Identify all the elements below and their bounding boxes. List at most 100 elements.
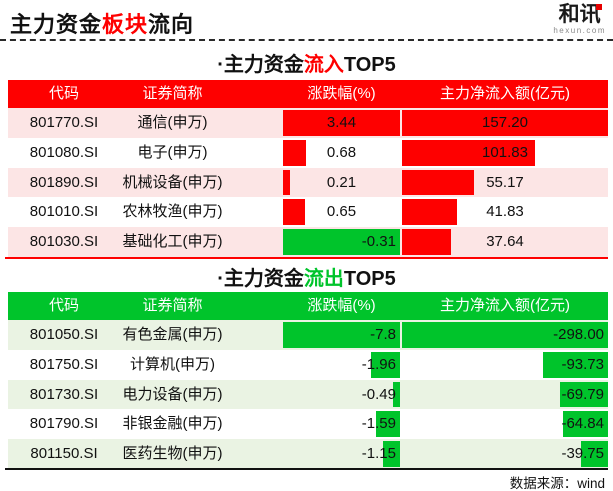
stock-code: 801750.SI — [29, 355, 99, 373]
change-pct-cell: 0.21 — [283, 168, 400, 198]
net-inflow-cell: 55.17 — [402, 168, 608, 198]
column-header-name: 证券简称 — [142, 297, 203, 314]
change-pct-bar — [283, 229, 400, 255]
change-pct-bar — [283, 199, 306, 226]
net-inflow-bar — [402, 322, 608, 348]
inflow-table-header: 代码 证券简称 涨跌幅(%) 主力净流入额(亿元) — [8, 80, 608, 108]
change-pct-cell: 3.44 — [283, 108, 400, 138]
stock-code: 801050.SI — [29, 326, 99, 343]
table-row: 801010.SI 农林牧渔(申万) 0.65 41.83 — [8, 197, 608, 227]
change-pct-cell: -1.96 — [283, 350, 400, 380]
net-inflow-bar — [580, 441, 608, 467]
net-inflow-value: -39.75 — [561, 445, 604, 463]
hexun-logo-text: 和讯 — [559, 3, 602, 25]
inflow-section-title: ·主力资金流入TOP5 — [0, 48, 613, 77]
net-inflow-cell: 37.64 — [402, 227, 608, 257]
row-spacer — [225, 138, 283, 168]
row-spacer — [225, 108, 283, 138]
net-inflow-cell: -39.75 — [402, 439, 608, 469]
row-spacer — [225, 320, 283, 350]
table-row: 801790.SI 非银金融(申万) -1.59 -64.84 — [8, 409, 608, 439]
table-row: 801080.SI 电子(申万) 0.68 101.83 — [8, 138, 608, 168]
sector-name: 非银金融(申万) — [122, 415, 223, 433]
net-inflow-bar — [543, 351, 608, 378]
page-title-suffix: 流向 — [148, 12, 195, 37]
outflow-title-suffix: TOP5 — [343, 268, 396, 290]
outflow-section-title: ·主力资金流出TOP5 — [0, 262, 613, 291]
sector-name: 医药生物(申万) — [122, 445, 223, 463]
table-row: 801770.SI 通信(申万) 3.44 157.20 — [8, 108, 608, 138]
net-inflow-cell: 41.83 — [402, 197, 608, 227]
change-pct-cell: -7.8 — [283, 320, 400, 350]
row-spacer — [225, 439, 283, 469]
net-inflow-cell: -64.84 — [402, 409, 608, 439]
change-pct-value: -0.31 — [361, 233, 396, 251]
sector-name: 基础化工(申万) — [122, 233, 223, 251]
table-row: 801030.SI 基础化工(申万) -0.31 37.64 — [8, 227, 608, 257]
change-pct-bar — [370, 351, 400, 378]
stock-code: 801730.SI — [29, 385, 99, 403]
row-spacer — [225, 350, 283, 380]
table-row: 801750.SI 计算机(申万) -1.96 -93.73 — [8, 350, 608, 380]
page-title-highlight: 板块 — [102, 12, 149, 37]
hexun-logo: 和讯 hexun.com — [553, 3, 606, 36]
inflow-title-highlight: 流入 — [303, 54, 344, 76]
stock-code: 801010.SI — [29, 203, 99, 221]
column-header-code: 代码 — [48, 85, 79, 102]
top-header-bar: 主力资金板块流向 和讯 hexun.com — [0, 0, 613, 41]
outflow-title-highlight: 流出 — [303, 268, 344, 290]
stock-code: 801150.SI — [30, 445, 98, 463]
footer-divider-line — [5, 468, 608, 470]
net-inflow-value: -69.79 — [561, 385, 604, 403]
sector-name: 通信(申万) — [137, 114, 208, 131]
net-inflow-bar — [402, 229, 452, 255]
net-inflow-value: 37.64 — [486, 233, 524, 251]
stock-code: 801080.SI — [29, 143, 99, 161]
sector-name: 有色金属(申万) — [122, 326, 223, 343]
sector-name: 机械设备(申万) — [122, 173, 223, 191]
sector-name: 电子(申万) — [137, 143, 208, 161]
change-pct-cell: 0.65 — [283, 197, 400, 227]
sector-name: 电力设备(申万) — [122, 385, 223, 403]
hexun-logo-red-dot-icon — [595, 4, 602, 10]
change-pct-cell: -0.31 — [283, 227, 400, 257]
change-pct-value: 0.21 — [326, 173, 357, 191]
change-pct-value: -0.49 — [361, 385, 396, 403]
change-pct-cell: -1.15 — [283, 439, 400, 469]
change-pct-value: 0.65 — [326, 203, 357, 221]
hexun-logo-domain: hexun.com — [553, 26, 606, 35]
change-pct-value: 3.44 — [326, 114, 357, 131]
change-pct-value: -7.8 — [370, 326, 396, 343]
net-inflow-value: 101.83 — [482, 143, 528, 161]
change-pct-cell: 0.68 — [283, 138, 400, 168]
net-inflow-value: 157.20 — [482, 114, 528, 131]
net-inflow-value: -64.84 — [561, 415, 604, 433]
change-pct-value: 0.68 — [326, 143, 357, 161]
net-inflow-cell: -69.79 — [402, 380, 608, 410]
row-spacer — [225, 409, 283, 439]
net-inflow-bar — [559, 381, 608, 408]
table-row: 801890.SI 机械设备(申万) 0.21 55.17 — [8, 167, 608, 198]
change-pct-bar — [283, 322, 400, 348]
column-header-amount: 主力净流入额(亿元) — [440, 297, 570, 314]
page-title: 主力资金板块流向 — [10, 7, 194, 39]
net-inflow-cell: 157.20 — [402, 108, 608, 138]
stock-code: 801790.SI — [29, 415, 99, 433]
column-header-code: 代码 — [48, 297, 79, 314]
outflow-table: 代码 证券简称 涨跌幅(%) 主力净流入额(亿元) 801050.SI 有色金属… — [8, 292, 608, 469]
stock-code: 801030.SI — [29, 233, 99, 251]
header-spacer — [225, 292, 283, 320]
table-row: 801730.SI 电力设备(申万) -0.49 -69.79 — [8, 379, 608, 410]
change-pct-value: -1.59 — [361, 415, 396, 433]
sector-name: 农林牧渔(申万) — [122, 203, 223, 221]
section-divider-line — [5, 257, 608, 259]
change-pct-bar — [392, 381, 400, 408]
net-inflow-value: -298.00 — [553, 326, 604, 343]
change-pct-bar — [283, 110, 400, 136]
change-pct-value: -1.15 — [361, 445, 396, 463]
page-title-prefix: 主力资金 — [10, 12, 103, 37]
row-spacer — [225, 227, 283, 257]
outflow-table-header: 代码 证券简称 涨跌幅(%) 主力净流入额(亿元) — [8, 292, 608, 320]
change-pct-bar — [382, 441, 400, 467]
row-spacer — [225, 168, 283, 198]
